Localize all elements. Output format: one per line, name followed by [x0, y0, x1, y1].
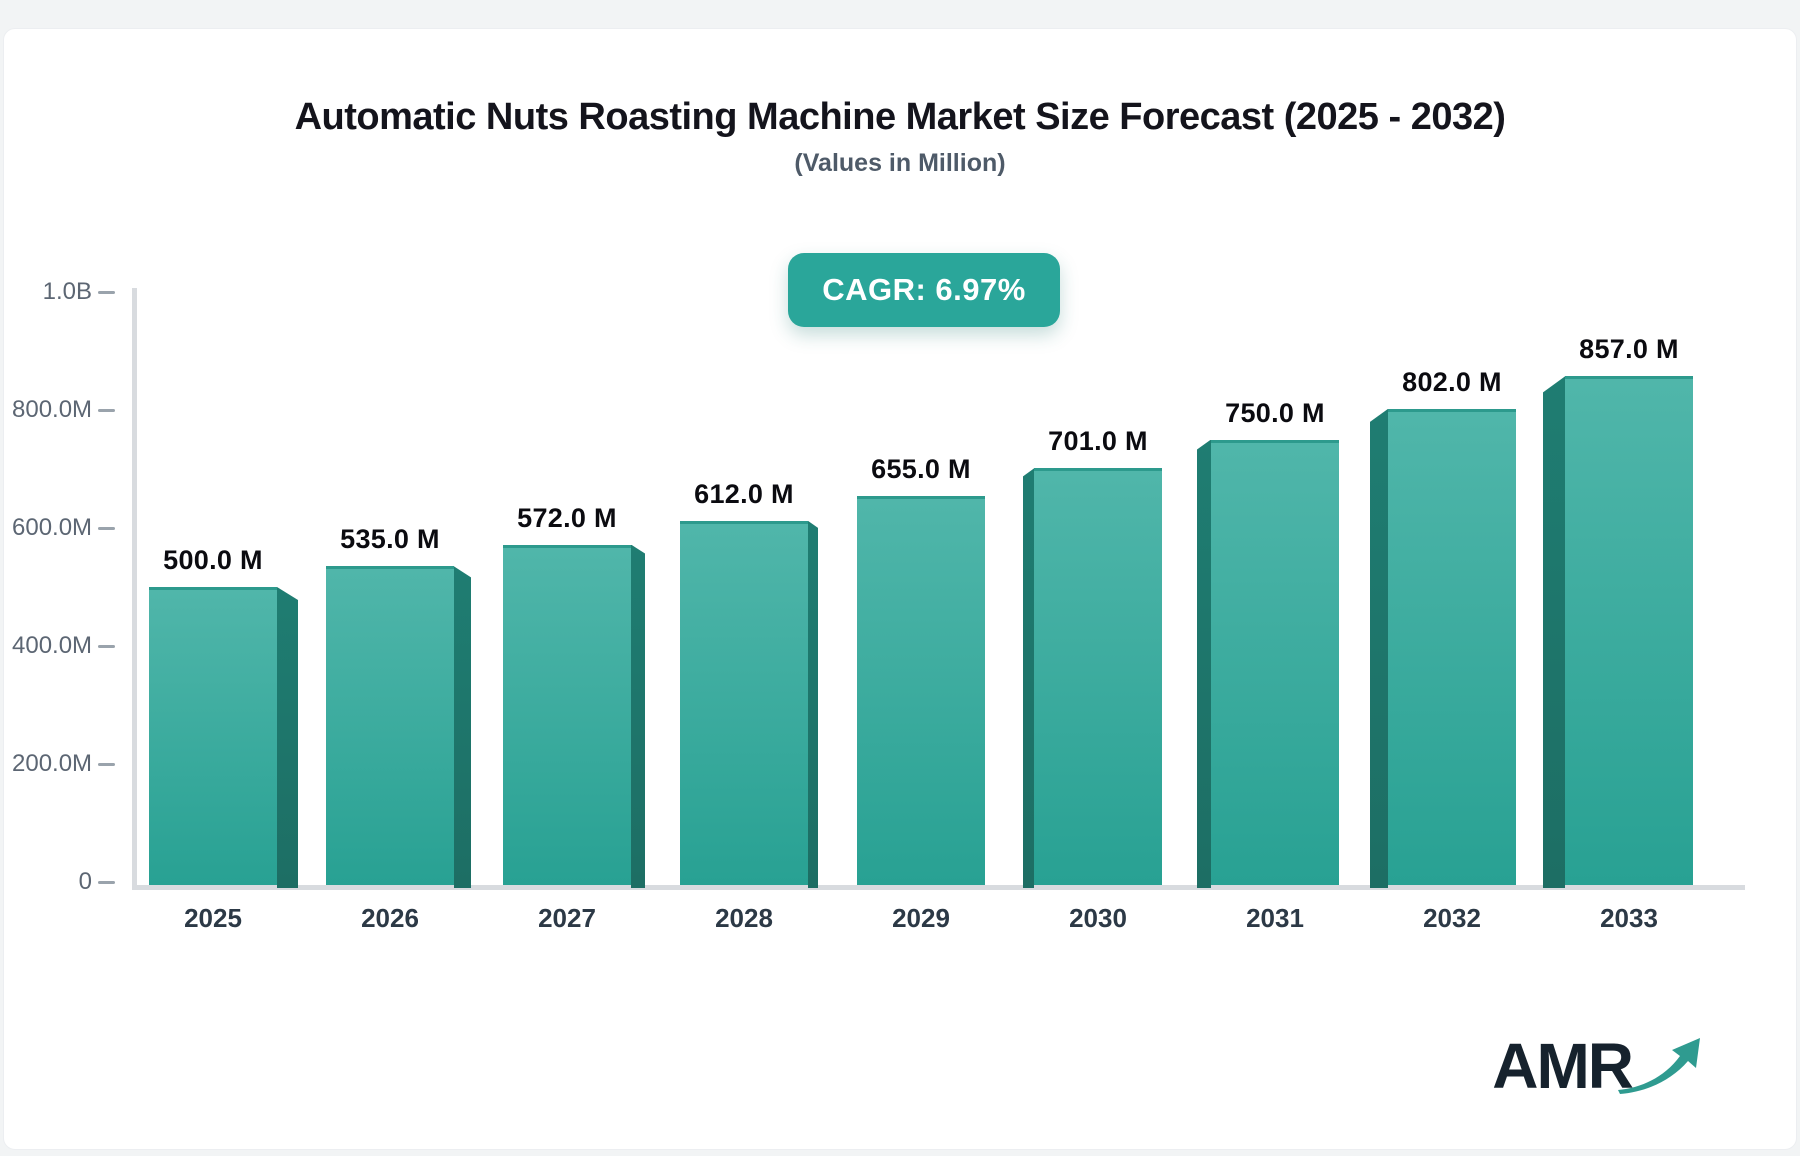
bar-3d-side: [808, 520, 818, 888]
bar: [1034, 468, 1162, 885]
amr-logo-text: AMR: [1492, 1030, 1634, 1102]
y-axis-line: [132, 288, 137, 890]
bar-value-label: 750.0 M: [1225, 397, 1325, 428]
x-axis-category-label: 2026: [361, 903, 419, 933]
y-axis-tick-label: 200.0M: [12, 750, 93, 777]
x-axis-category-label: 2027: [538, 903, 596, 933]
bar-value-label: 535.0 M: [340, 524, 440, 555]
bar-3d-side: [1370, 408, 1388, 888]
bar: [1211, 439, 1339, 885]
chart-subtitle: (Values in Million): [794, 149, 1006, 177]
y-axis-tick: [98, 645, 115, 648]
x-axis-line: [132, 885, 1745, 890]
cagr-badge: CAGR: 6.97%: [788, 253, 1060, 327]
bar: [503, 544, 631, 885]
bar-3d-side: [1023, 468, 1034, 888]
bar-value-label: 701.0 M: [1048, 426, 1148, 457]
bar-value-label: 655.0 M: [871, 453, 971, 484]
y-axis-tick-label: 0: [78, 868, 92, 895]
x-axis-category-label: 2032: [1423, 903, 1481, 933]
x-axis-category-label: 2029: [892, 903, 950, 933]
y-axis-tick: [98, 527, 115, 530]
y-axis-tick: [98, 409, 115, 412]
y-axis-tick: [98, 763, 115, 766]
chart-title: Automatic Nuts Roasting Machine Market S…: [294, 96, 1506, 138]
y-axis-tick: [98, 881, 115, 884]
bar: [326, 566, 454, 885]
y-axis-tick: [98, 291, 115, 294]
y-axis-tick-label: 600.0M: [12, 514, 93, 541]
bar-3d-side: [631, 544, 645, 888]
bar: [1388, 408, 1516, 885]
y-axis-tick-label: 400.0M: [12, 632, 93, 659]
bar-3d-side: [277, 587, 298, 888]
growth-arrow-icon: [1618, 1038, 1700, 1094]
bar-value-label: 802.0 M: [1402, 366, 1502, 397]
bar: [149, 587, 277, 885]
x-axis-category-label: 2025: [184, 903, 242, 933]
bar-value-label: 572.0 M: [517, 502, 617, 533]
x-axis-category-label: 2031: [1246, 903, 1304, 933]
bar-value-label: 857.0 M: [1579, 334, 1679, 365]
x-axis-category-label: 2030: [1069, 903, 1127, 933]
amr-logo: AMR: [1492, 1030, 1704, 1098]
bar: [1565, 376, 1693, 885]
bar-3d-side: [454, 566, 471, 888]
cagr-badge-label: CAGR: 6.97%: [822, 272, 1026, 307]
x-axis-category-label: 2033: [1600, 903, 1658, 933]
bar: [857, 495, 985, 885]
bar-3d-side: [1543, 376, 1565, 888]
bar-value-label: 612.0 M: [694, 478, 794, 509]
bar-value-label: 500.0 M: [163, 545, 263, 575]
x-axis-category-label: 2028: [715, 903, 773, 933]
y-axis-tick-label: 800.0M: [12, 396, 93, 423]
y-axis-tick-label: 1.0B: [42, 278, 92, 305]
bar: [680, 520, 808, 885]
bar-3d-side: [1197, 439, 1211, 888]
